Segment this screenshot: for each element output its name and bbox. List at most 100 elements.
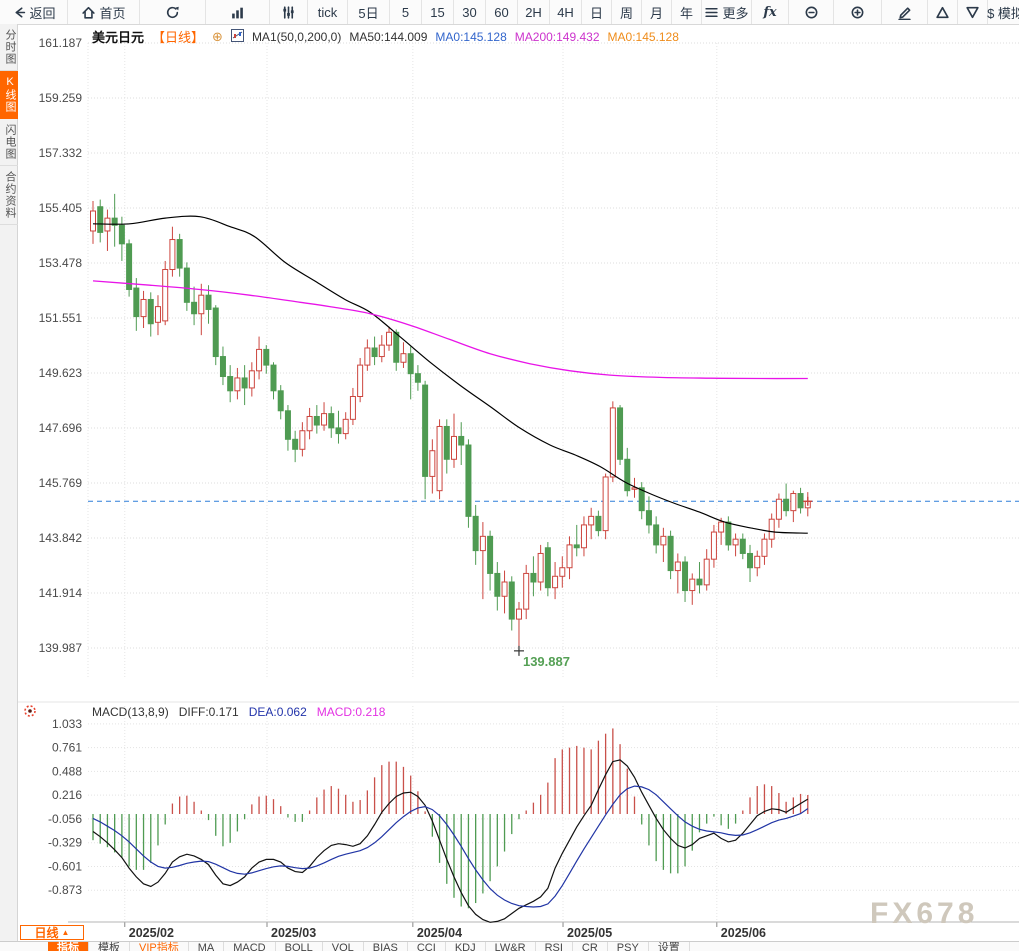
x-axis-month-label: 2025/04 [417, 926, 462, 940]
indicator-tab-模板[interactable]: 模板 [89, 942, 130, 951]
macd-axis-label: 0.488 [52, 764, 82, 778]
indicator-tab-LW&R[interactable]: LW&R [486, 942, 536, 951]
indicator-tab-VOL[interactable]: VOL [323, 942, 364, 951]
indicator-tab-指标[interactable]: 指标 [48, 942, 89, 951]
toolbar-more-label: 更多 [722, 5, 749, 21]
macd-axis-label: -0.329 [48, 836, 82, 850]
back-icon [16, 6, 26, 18]
toolbar-month-button[interactable]: 月 [642, 0, 672, 24]
period-selector-label: 日线 [34, 926, 59, 940]
sidebar-tab-lightning[interactable]: 闪电图 [0, 119, 18, 166]
toolbar-column-chart-button[interactable] [206, 0, 270, 24]
toolbar-m15-label: 15 [430, 4, 445, 20]
indicator-tab-BIAS[interactable]: BIAS [364, 942, 408, 951]
price-axis-label: 151.551 [39, 311, 83, 325]
indicator-tab-CR[interactable]: CR [573, 942, 608, 951]
toolbar-m5-button[interactable]: 5 [390, 0, 422, 24]
price-axis-label: 157.332 [39, 146, 83, 160]
toolbar-h4-label: 4H [557, 4, 574, 20]
toolbar-tick-button[interactable]: tick [308, 0, 348, 24]
pencil-icon [898, 6, 911, 20]
toolbar-day-label: 日 [589, 5, 603, 21]
macd-axis-label: 1.033 [52, 717, 82, 731]
macd-axis-label: -0.056 [48, 812, 82, 826]
toolbar-m60-button[interactable]: 60 [486, 0, 518, 24]
toolbar-sim-trade-label: $ 模拟交易 [987, 5, 1019, 21]
toolbar-home-label: 首页 [99, 5, 126, 21]
macd-axis-label: -0.873 [48, 883, 82, 897]
period-selector-button[interactable]: 日线 ▲ [20, 925, 84, 940]
price-axis-label: 149.623 [39, 366, 83, 380]
toolbar-year-button[interactable]: 年 [672, 0, 702, 24]
toolbar-day-button[interactable]: 日 [582, 0, 612, 24]
macd-diff-line [92, 759, 809, 923]
menu-icon [705, 7, 719, 17]
toolbar-h2-button[interactable]: 2H [518, 0, 550, 24]
indicator-tab-KDJ[interactable]: KDJ [446, 942, 486, 951]
sliders-icon [283, 5, 294, 19]
low-price-annotation: 139.887 [523, 654, 570, 669]
toolbar-pattern-up-button[interactable] [928, 0, 958, 24]
tri-down-icon [966, 6, 979, 18]
macd-axis-label: 0.216 [52, 788, 82, 802]
price-axis-label: 161.187 [39, 36, 83, 50]
price-axis-label: 143.842 [39, 531, 83, 545]
toolbar-h2-label: 2H [525, 4, 542, 20]
toolbar-h4-button[interactable]: 4H [550, 0, 582, 24]
toolbar-m30-button[interactable]: 30 [454, 0, 486, 24]
macd-axis-label: 0.761 [52, 741, 82, 755]
x-axis-month-label: 2025/03 [271, 926, 316, 940]
toolbar-back-button[interactable]: 返回 [0, 0, 68, 24]
chart-canvas[interactable]: 161.187 159.259 157.332 155.405 153.478 151.5… [18, 24, 1019, 951]
indicator-tab-BOLL[interactable]: BOLL [276, 942, 323, 951]
price-axis-label: 141.914 [39, 586, 83, 600]
sidebar-tab-kline[interactable]: K线图 [0, 71, 18, 119]
sidebar-tab-time-share[interactable]: 分时图 [0, 24, 18, 71]
price-axis-label: 155.405 [39, 201, 83, 215]
toolbar-zoom-in-button[interactable] [834, 0, 882, 24]
ma50-line [92, 215, 808, 534]
zoom-out-icon [805, 6, 817, 18]
macd-dea-line [92, 785, 809, 908]
left-sidebar: 分时图 K线图 闪电图 合约资料 [0, 24, 18, 951]
zoom-in-icon [851, 6, 864, 18]
indicator-tab-MACD[interactable]: MACD [224, 942, 276, 951]
price-axis-label: 145.769 [39, 476, 83, 490]
toolbar-sim-trade-button[interactable]: $ 模拟交易 [987, 0, 1019, 24]
toolbar-fx-label: fx [763, 4, 777, 20]
price-axis-label: 159.259 [39, 91, 83, 105]
toolbar-more-button[interactable]: 更多 [702, 0, 752, 24]
toolbar-week-label: 周 [619, 5, 633, 21]
indicator-tab-设置[interactable]: 设置 [649, 942, 690, 951]
indicator-tab-RSI[interactable]: RSI [536, 942, 573, 951]
toolbar-refresh-button[interactable] [140, 0, 206, 24]
sidebar-tab-contract-info[interactable]: 合约资料 [0, 166, 18, 225]
indicator-tab-VIP指标[interactable]: VIP指标 [130, 942, 189, 951]
toolbar-m15-button[interactable]: 15 [422, 0, 454, 24]
toolbar-indicator-settings-button[interactable] [270, 0, 308, 24]
indicator-tab-MA[interactable]: MA [189, 942, 225, 951]
indicator-brightness-icon[interactable] [22, 703, 38, 719]
toolbar-zoom-out-button[interactable] [789, 0, 834, 24]
price-axis-label: 147.696 [39, 421, 83, 435]
x-axis-month-label: 2025/06 [721, 926, 766, 940]
indicator-tab-CCI[interactable]: CCI [408, 942, 446, 951]
indicator-tab-PSY[interactable]: PSY [608, 942, 649, 951]
column-chart-icon [232, 7, 243, 18]
toolbar-year-label: 年 [679, 5, 693, 21]
ma200-line [92, 280, 808, 380]
toolbar-draw-button[interactable] [882, 0, 928, 24]
toolbar-home-button[interactable]: 首页 [68, 0, 140, 24]
price-axis-label: 153.478 [39, 256, 83, 270]
x-axis-month-label: 2025/02 [129, 926, 174, 940]
x-axis-month-label: 2025/05 [567, 926, 612, 940]
toolbar-5d-button[interactable]: 5日 [348, 0, 390, 24]
toolbar-pattern-down-button[interactable] [958, 0, 988, 24]
chevron-up-icon: ▲ [61, 928, 70, 937]
toolbar-tick-label: tick [317, 4, 338, 20]
toolbar-fx-button[interactable]: fx [752, 0, 789, 24]
toolbar-week-button[interactable]: 周 [612, 0, 642, 24]
home-icon [82, 6, 96, 19]
indicator-tab-row: 指标 模板 VIP指标 MA MACD BOLL VOL BIAS CCI KDJ LW&R RSI C… [0, 941, 1019, 951]
